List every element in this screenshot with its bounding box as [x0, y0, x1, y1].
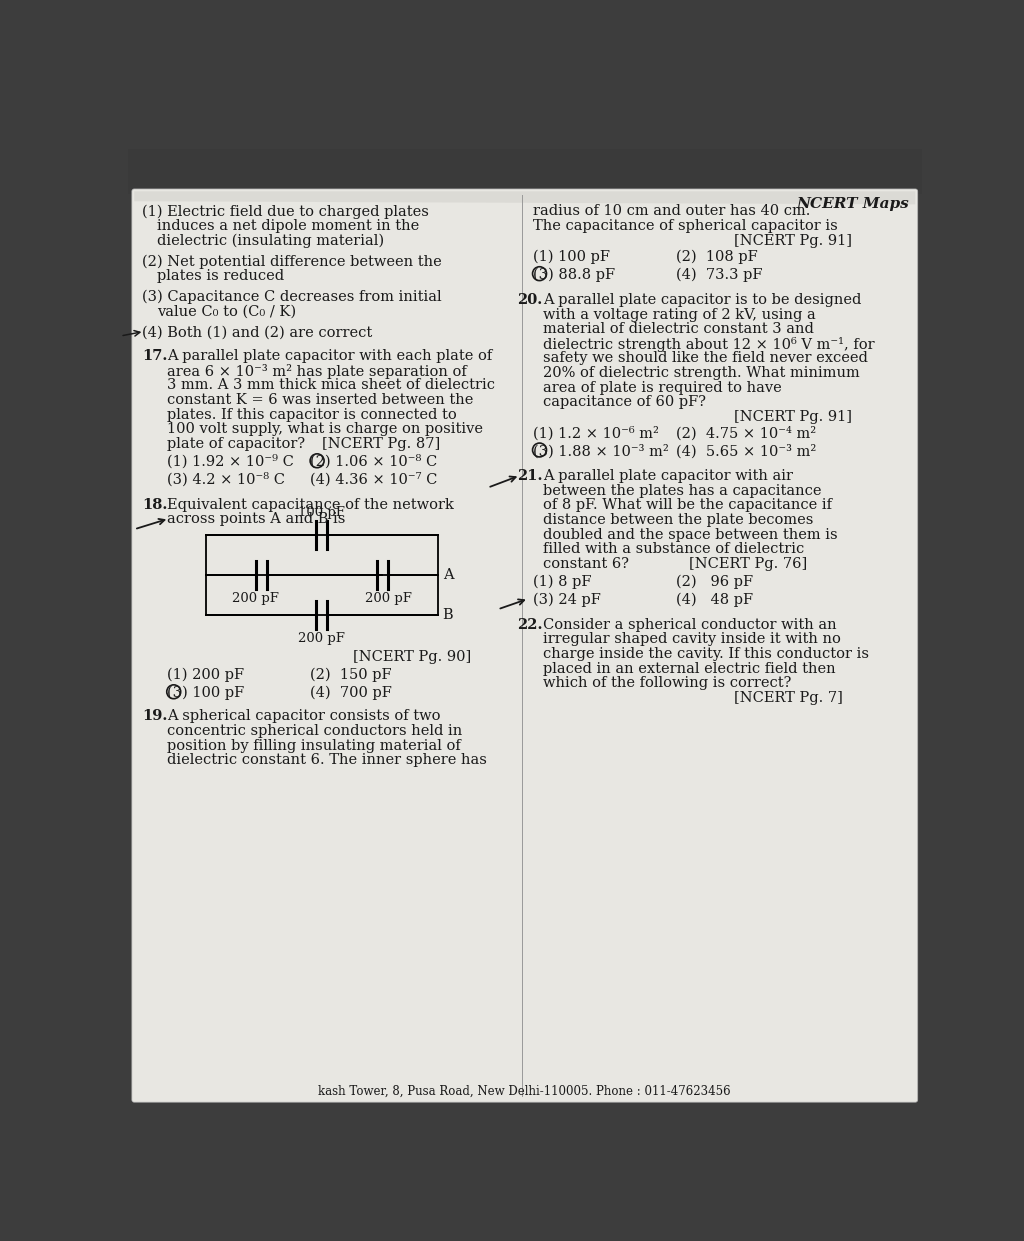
Text: (2)  4.75 × 10⁻⁴ m²: (2) 4.75 × 10⁻⁴ m² — [676, 426, 816, 441]
Text: which of the following is correct?: which of the following is correct? — [544, 676, 792, 690]
Text: 200 pF: 200 pF — [231, 592, 279, 604]
Text: plate of capacitor?: plate of capacitor? — [167, 437, 305, 450]
Text: (1) 1.2 × 10⁻⁶ m²: (1) 1.2 × 10⁻⁶ m² — [532, 426, 658, 441]
Text: (1) Electric field due to charged plates: (1) Electric field due to charged plates — [142, 205, 429, 218]
Text: A spherical capacitor consists of two: A spherical capacitor consists of two — [167, 710, 440, 724]
Text: A parallel plate capacitor with each plate of: A parallel plate capacitor with each pla… — [167, 349, 492, 364]
Text: filled with a substance of dielectric: filled with a substance of dielectric — [544, 542, 805, 556]
Text: A parallel plate capacitor with air: A parallel plate capacitor with air — [544, 469, 794, 483]
Text: (4)  5.65 × 10⁻³ m²: (4) 5.65 × 10⁻³ m² — [676, 444, 816, 458]
Text: [NCERT Pg. 91]: [NCERT Pg. 91] — [734, 410, 852, 424]
Text: radius of 10 cm and outer has 40 cm.: radius of 10 cm and outer has 40 cm. — [532, 205, 810, 218]
Text: 21.: 21. — [517, 469, 543, 483]
Text: capacitance of 60 pF?: capacitance of 60 pF? — [544, 396, 707, 410]
Text: 17.: 17. — [142, 349, 167, 364]
Text: 20% of dielectric strength. What minimum: 20% of dielectric strength. What minimum — [544, 366, 860, 380]
Text: (1) 100 pF: (1) 100 pF — [532, 249, 609, 264]
Text: across points A and B is: across points A and B is — [167, 513, 345, 526]
Text: (4)   48 pF: (4) 48 pF — [676, 592, 753, 607]
Text: (3) 88.8 pF: (3) 88.8 pF — [532, 268, 614, 282]
Text: charge inside the cavity. If this conductor is: charge inside the cavity. If this conduc… — [544, 647, 869, 661]
Text: Equivalent capacitance of the network: Equivalent capacitance of the network — [167, 498, 454, 511]
Text: NCERT Maps: NCERT Maps — [797, 196, 909, 211]
Text: (2) Net potential difference between the: (2) Net potential difference between the — [142, 254, 441, 269]
Text: 100 volt supply, what is charge on positive: 100 volt supply, what is charge on posit… — [167, 422, 482, 437]
Text: (3) 1.88 × 10⁻³ m²: (3) 1.88 × 10⁻³ m² — [532, 444, 669, 458]
Text: (1) 200 pF: (1) 200 pF — [167, 668, 244, 683]
Text: with a voltage rating of 2 kV, using a: with a voltage rating of 2 kV, using a — [544, 308, 816, 321]
Text: [NCERT Pg. 7]: [NCERT Pg. 7] — [734, 691, 843, 705]
Text: distance between the plate becomes: distance between the plate becomes — [544, 513, 814, 527]
Text: position by filling insulating material of: position by filling insulating material … — [167, 738, 461, 753]
Bar — [128, 149, 922, 194]
Text: (4) 4.36 × 10⁻⁷ C: (4) 4.36 × 10⁻⁷ C — [310, 473, 437, 486]
Text: B: B — [442, 608, 454, 622]
Text: kash Tower, 8, Pusa Road, New Delhi-110005. Phone : 011-47623456: kash Tower, 8, Pusa Road, New Delhi-1100… — [318, 1085, 731, 1097]
Text: (4)  700 pF: (4) 700 pF — [310, 685, 392, 700]
Text: value C₀ to (C₀ / K): value C₀ to (C₀ / K) — [158, 304, 297, 319]
Text: (2)  150 pF: (2) 150 pF — [310, 668, 392, 683]
Text: constant 6?: constant 6? — [544, 557, 630, 571]
Text: Consider a spherical conductor with an: Consider a spherical conductor with an — [544, 618, 837, 632]
Text: (3) 4.2 × 10⁻⁸ C: (3) 4.2 × 10⁻⁸ C — [167, 473, 285, 486]
Text: plates. If this capacitor is connected to: plates. If this capacitor is connected t… — [167, 407, 457, 422]
Text: [NCERT Pg. 76]: [NCERT Pg. 76] — [689, 557, 807, 571]
Text: irregular shaped cavity inside it with no: irregular shaped cavity inside it with n… — [544, 633, 842, 647]
Text: 200 pF: 200 pF — [298, 632, 345, 645]
Text: constant K = 6 was inserted between the: constant K = 6 was inserted between the — [167, 393, 473, 407]
Text: plates is reduced: plates is reduced — [158, 269, 285, 283]
Text: dielectric (insulating material): dielectric (insulating material) — [158, 233, 385, 248]
Text: A: A — [442, 567, 454, 582]
Text: (2)  108 pF: (2) 108 pF — [676, 249, 758, 264]
Text: safety we should like the field never exceed: safety we should like the field never ex… — [544, 351, 868, 365]
Text: 22.: 22. — [517, 618, 543, 632]
Text: (3) 24 pF: (3) 24 pF — [532, 592, 600, 607]
Text: A parallel plate capacitor is to be designed: A parallel plate capacitor is to be desi… — [544, 293, 862, 307]
Text: 20.: 20. — [517, 293, 543, 307]
Text: area of plate is required to have: area of plate is required to have — [544, 381, 782, 395]
Text: (3) 100 pF: (3) 100 pF — [167, 685, 244, 700]
Text: 100 pF: 100 pF — [298, 505, 345, 519]
Text: 3 mm. A 3 mm thick mica sheet of dielectric: 3 mm. A 3 mm thick mica sheet of dielect… — [167, 379, 495, 392]
Text: dielectric constant 6. The inner sphere has: dielectric constant 6. The inner sphere … — [167, 753, 486, 767]
Text: (1) 1.92 × 10⁻⁹ C: (1) 1.92 × 10⁻⁹ C — [167, 454, 294, 469]
Text: 18.: 18. — [142, 498, 167, 511]
Text: 19.: 19. — [142, 710, 167, 724]
Text: concentric spherical conductors held in: concentric spherical conductors held in — [167, 724, 462, 738]
Text: (4)  73.3 pF: (4) 73.3 pF — [676, 268, 763, 282]
Text: material of dielectric constant 3 and: material of dielectric constant 3 and — [544, 323, 814, 336]
Text: dielectric strength about 12 × 10⁶ V m⁻¹, for: dielectric strength about 12 × 10⁶ V m⁻¹… — [544, 336, 876, 351]
Text: (4) Both (1) and (2) are correct: (4) Both (1) and (2) are correct — [142, 325, 372, 339]
FancyBboxPatch shape — [132, 189, 918, 1102]
Text: (2)   96 pF: (2) 96 pF — [676, 575, 753, 589]
Text: (3) Capacitance C decreases from initial: (3) Capacitance C decreases from initial — [142, 290, 441, 304]
Text: The capacitance of spherical capacitor is: The capacitance of spherical capacitor i… — [532, 218, 838, 233]
Text: area 6 × 10⁻³ m² has plate separation of: area 6 × 10⁻³ m² has plate separation of — [167, 364, 467, 379]
Text: placed in an external electric field then: placed in an external electric field the… — [544, 661, 836, 676]
Text: (2) 1.06 × 10⁻⁸ C: (2) 1.06 × 10⁻⁸ C — [310, 454, 437, 469]
Text: doubled and the space between them is: doubled and the space between them is — [544, 527, 838, 542]
Text: [NCERT Pg. 91]: [NCERT Pg. 91] — [734, 233, 852, 248]
Text: between the plates has a capacitance: between the plates has a capacitance — [544, 484, 822, 498]
Text: 200 pF: 200 pF — [365, 592, 412, 604]
Text: of 8 pF. What will be the capacitance if: of 8 pF. What will be the capacitance if — [544, 499, 833, 513]
Text: induces a net dipole moment in the: induces a net dipole moment in the — [158, 218, 420, 233]
Polygon shape — [134, 191, 915, 205]
Text: [NCERT Pg. 90]: [NCERT Pg. 90] — [352, 650, 471, 664]
Text: [NCERT Pg. 87]: [NCERT Pg. 87] — [322, 437, 440, 450]
Text: (1) 8 pF: (1) 8 pF — [532, 575, 591, 589]
